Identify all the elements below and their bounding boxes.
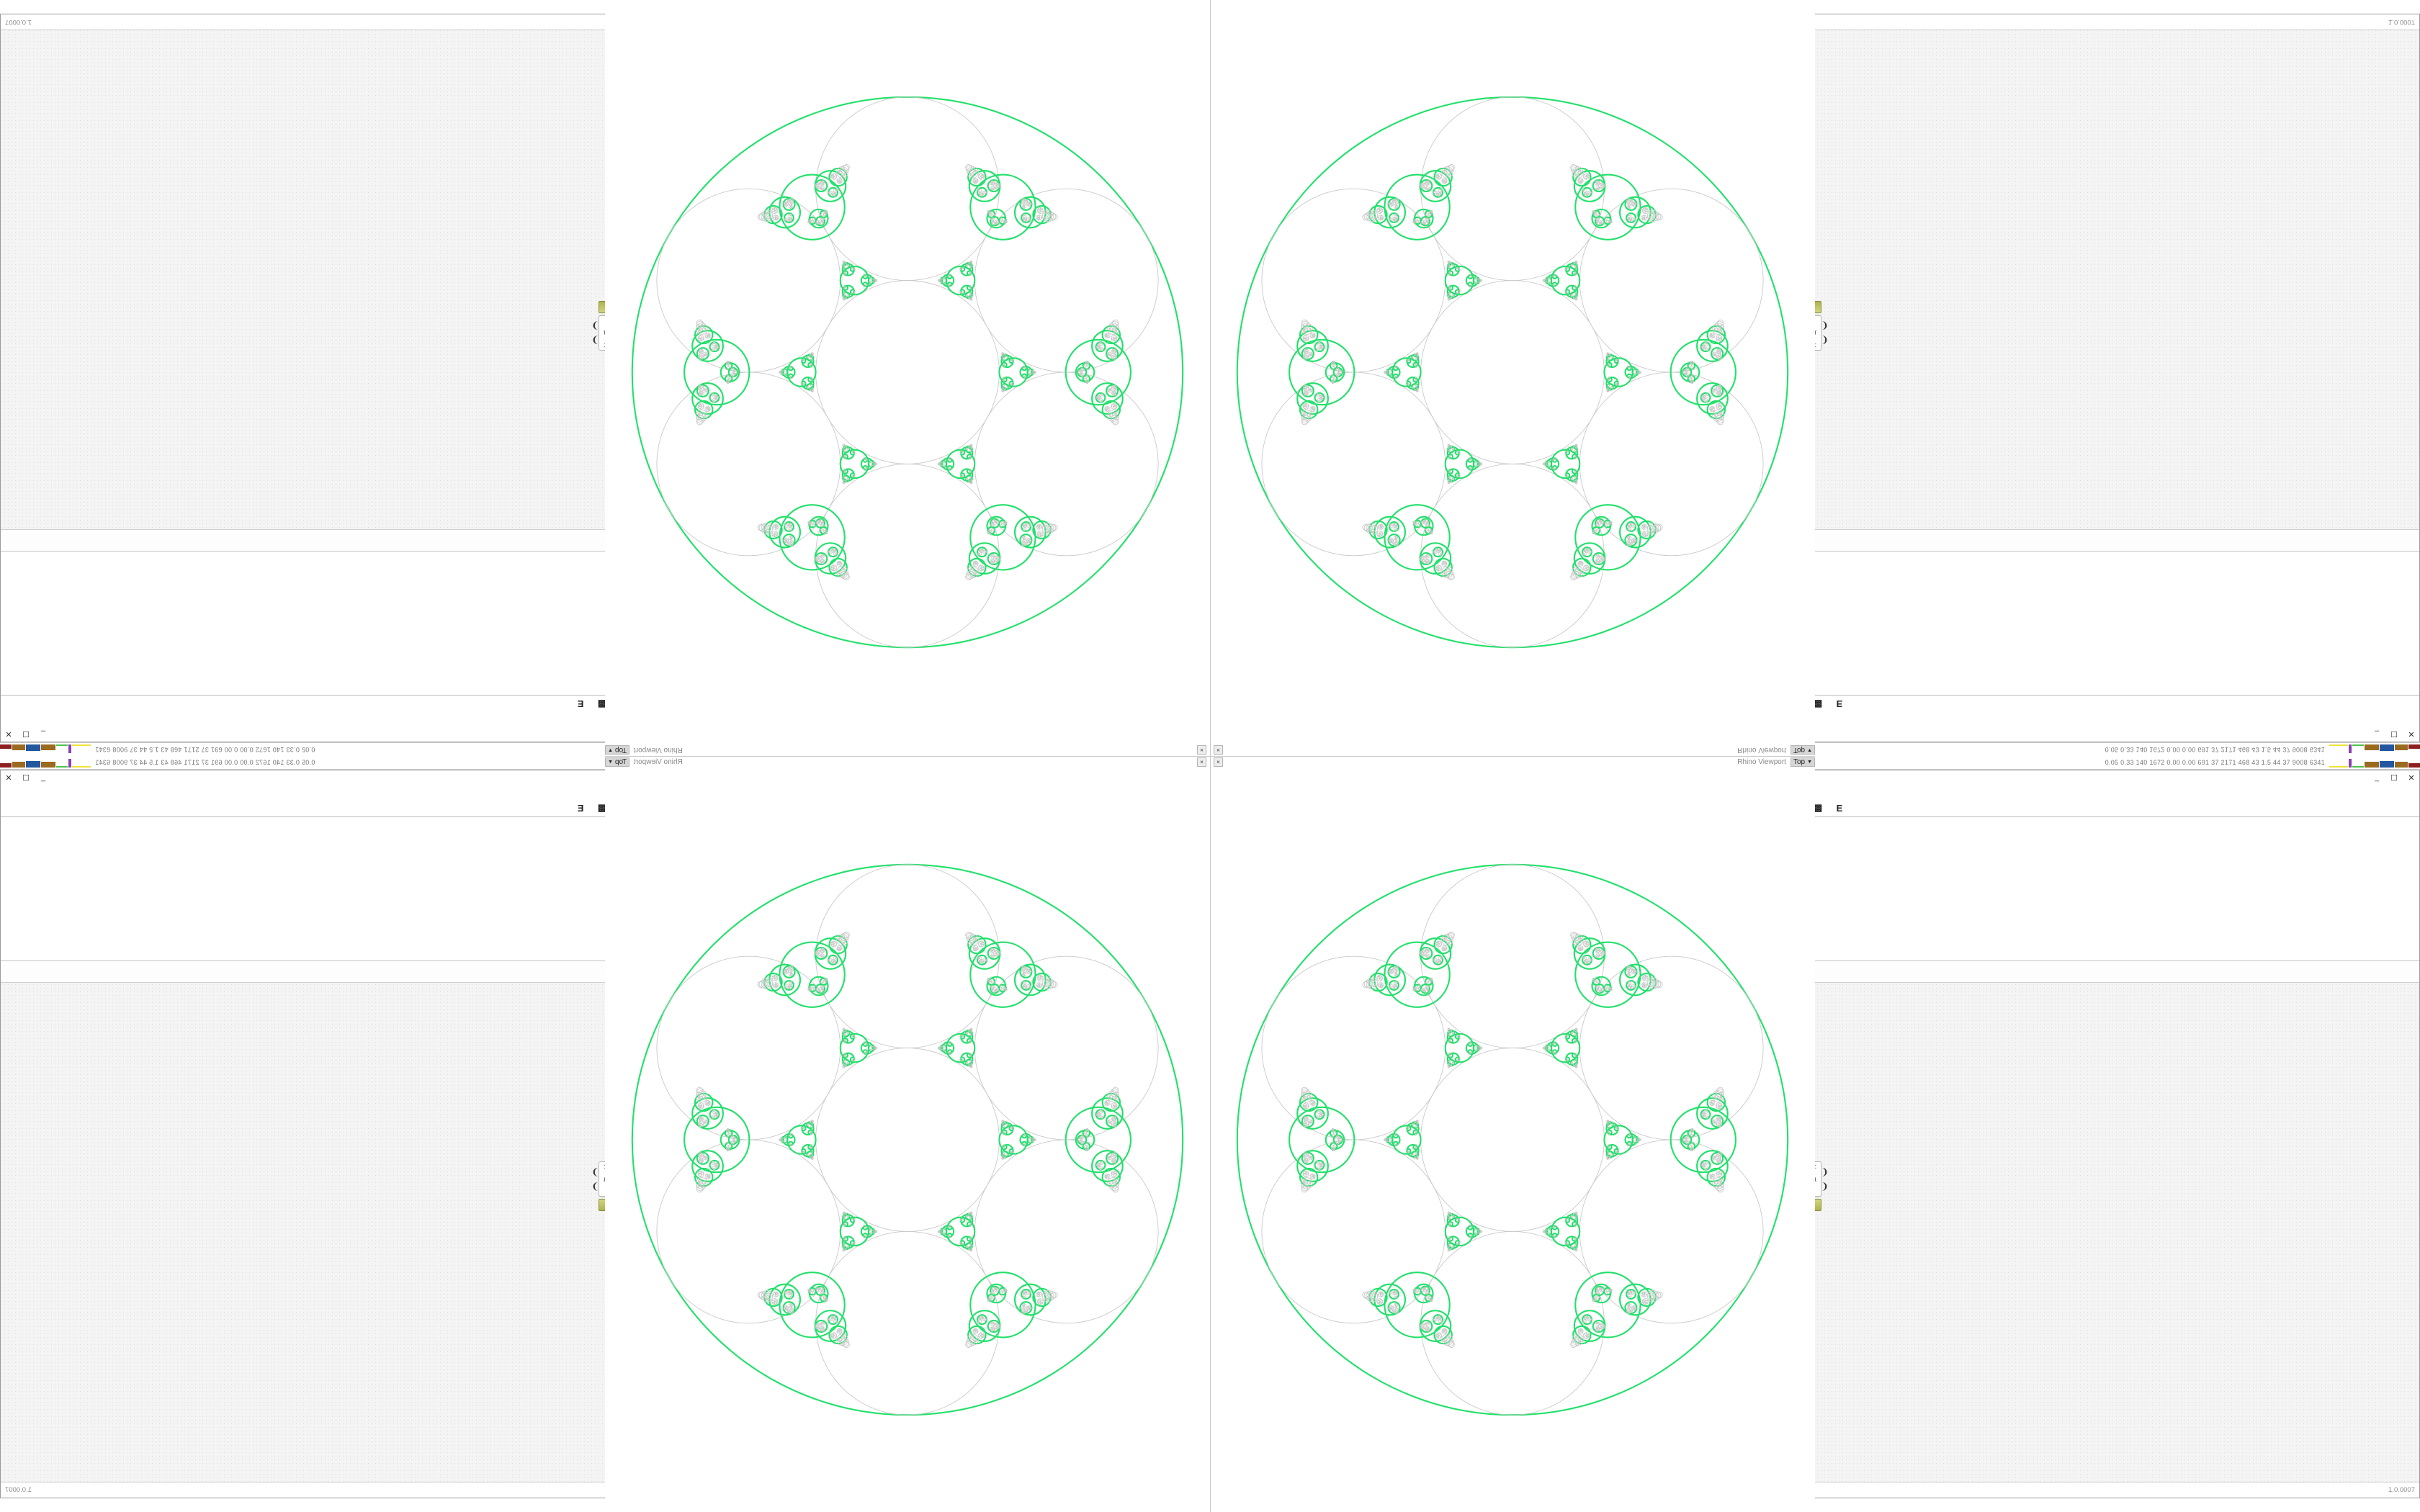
apollonian-gasket-fractal <box>631 863 1184 1416</box>
rhino-viewport-pane[interactable]: × Rhino Viewport Top ▼ <box>605 0 1210 756</box>
close-icon[interactable]: × <box>1197 745 1206 755</box>
apollonian-gasket-fractal <box>1236 863 1789 1416</box>
viewport-view-dropdown[interactable]: Top ▼ <box>1790 745 1815 755</box>
ribbon-tab-27[interactable]: E <box>1836 698 1843 710</box>
close-button[interactable]: ✕ <box>5 773 12 783</box>
viewport-header: × Rhino Viewport Top ▼ <box>605 756 1210 768</box>
chevron-down-icon[interactable]: ▼ <box>608 747 613 753</box>
maximize-button[interactable]: ☐ <box>2390 729 2398 739</box>
viewport-name: Rhino Viewport <box>1737 746 1786 755</box>
rhino-viewport-pane[interactable]: × Rhino Viewport Top ▼ <box>1210 0 1815 756</box>
minimize-button[interactable]: _ <box>40 773 46 782</box>
close-icon[interactable]: × <box>1214 745 1223 755</box>
node-ports: ❩❩ <box>591 316 599 350</box>
viewport-canvas[interactable] <box>605 0 1210 744</box>
node-ports: ❩❩ <box>591 1162 599 1196</box>
viewport-view-label: Top <box>614 746 627 755</box>
minimize-button[interactable]: _ <box>2374 773 2380 782</box>
node-ports: ❩❩ <box>1821 316 1829 350</box>
version-label: 1.0.0007 <box>5 18 32 26</box>
rhino-status-numbers: 0.05 0.33 140 1672 0.00 0.00 691 37 2171… <box>95 746 315 753</box>
viewport-view-dropdown[interactable]: Top ▼ <box>1790 757 1815 767</box>
viewport-name: Rhino Viewport <box>634 757 683 766</box>
close-button[interactable]: ✕ <box>5 729 12 739</box>
maximize-button[interactable]: ☐ <box>2390 773 2398 783</box>
ribbon-tab-27[interactable]: E <box>577 802 584 814</box>
viewport-view-dropdown[interactable]: Top ▼ <box>605 745 630 755</box>
node-ports: ❩❩ <box>1821 1162 1829 1196</box>
viewport-canvas[interactable] <box>1210 768 1815 1512</box>
viewport-view-label: Top <box>1793 746 1806 755</box>
viewport-name: Rhino Viewport <box>1737 757 1786 766</box>
close-icon[interactable]: × <box>1214 757 1223 767</box>
chevron-down-icon[interactable]: ▼ <box>608 759 613 765</box>
maximize-button[interactable]: ☐ <box>22 729 30 739</box>
output-port[interactable]: ❩ <box>1821 335 1829 346</box>
version-label: 1.0.0007 <box>2388 18 2415 26</box>
apollonian-gasket-fractal <box>1236 96 1789 649</box>
ribbon-tab-26[interactable]: ▩ <box>1813 802 1823 813</box>
ribbon-tab-27[interactable]: E <box>1836 802 1843 814</box>
viewport-canvas[interactable] <box>1210 0 1815 744</box>
version-label: 1.0.0007 <box>5 1486 32 1494</box>
chevron-down-icon[interactable]: ▼ <box>1807 759 1812 765</box>
rhino-status-numbers: 0.05 0.33 140 1672 0.00 0.00 691 37 2171… <box>95 759 315 766</box>
rhino-color-bars <box>2328 757 2420 768</box>
close-icon[interactable]: × <box>1197 757 1206 767</box>
close-button[interactable]: ✕ <box>2408 773 2415 783</box>
rhino-color-bars <box>0 757 92 768</box>
rhino-status-numbers: 0.05 0.33 140 1672 0.00 0.00 691 37 2171… <box>2105 746 2325 753</box>
viewport-canvas[interactable] <box>605 768 1210 1512</box>
minimize-button[interactable]: _ <box>2374 730 2380 739</box>
viewport-view-dropdown[interactable]: Top ▼ <box>605 757 630 767</box>
output-port[interactable]: ❩ <box>591 335 599 346</box>
rhino-color-bars <box>0 744 92 755</box>
apollonian-gasket-fractal <box>631 96 1184 649</box>
close-button[interactable]: ✕ <box>2408 729 2415 739</box>
version-label: 1.0.0007 <box>2388 1486 2415 1494</box>
maximize-button[interactable]: ☐ <box>22 773 30 783</box>
rhino-status-numbers: 0.05 0.33 140 1672 0.00 0.00 691 37 2171… <box>2105 759 2325 766</box>
viewport-view-label: Top <box>614 757 627 766</box>
output-port[interactable]: ❩ <box>1821 1181 1829 1192</box>
chevron-down-icon[interactable]: ▼ <box>1807 747 1812 753</box>
output-port[interactable]: ❩ <box>1821 1166 1829 1177</box>
viewport-view-label: Top <box>1793 757 1806 766</box>
viewport-header: × Rhino Viewport Top ▼ <box>605 744 1210 756</box>
viewport-column: × Rhino Viewport Top ▼ × Rhino Viewport Top ▼ × R… <box>605 0 1815 1512</box>
ribbon-tab-27[interactable]: E <box>577 698 584 710</box>
rhino-viewport-pane[interactable]: × Rhino Viewport Top ▼ <box>605 756 1210 1512</box>
rhino-viewport-pane[interactable]: × Rhino Viewport Top ▼ <box>1210 756 1815 1512</box>
viewport-header: × Rhino Viewport Top ▼ <box>1210 744 1815 756</box>
output-port[interactable]: ❩ <box>591 1166 599 1177</box>
output-port[interactable]: ❩ <box>591 1181 599 1192</box>
viewport-divider-horizontal[interactable] <box>605 756 1815 757</box>
output-port[interactable]: ❩ <box>591 320 599 331</box>
output-port[interactable]: ❩ <box>1821 320 1829 331</box>
minimize-button[interactable]: _ <box>40 730 46 739</box>
viewport-name: Rhino Viewport <box>634 746 683 755</box>
rhino-color-bars <box>2328 744 2420 755</box>
viewport-header: × Rhino Viewport Top ▼ <box>1210 756 1815 768</box>
